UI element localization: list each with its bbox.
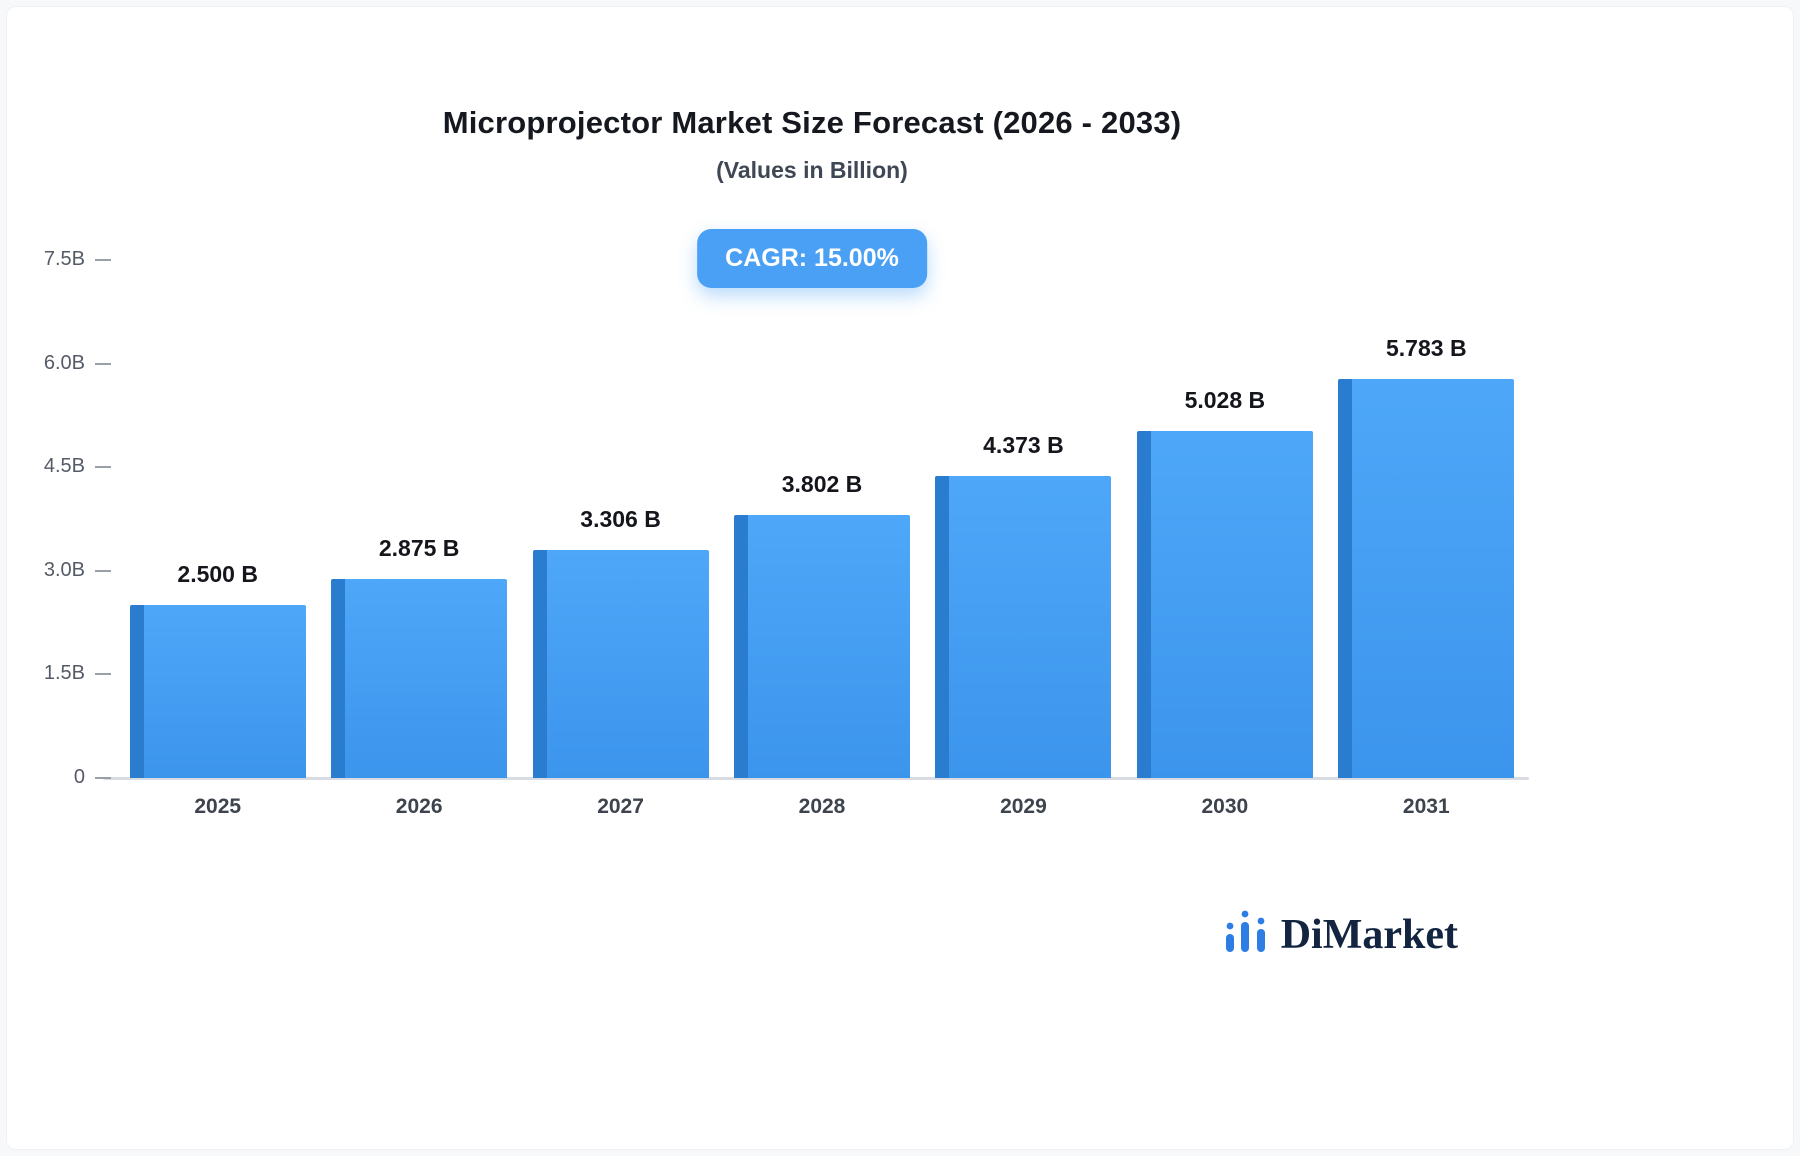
y-tick-mark (95, 777, 111, 779)
bar-value-label: 5.028 B (1184, 386, 1266, 413)
cagr-badge: CAGR: 15.00% (697, 229, 927, 288)
brand-name: DiMarket (1280, 911, 1458, 958)
y-tick-label: 0 (73, 766, 85, 788)
bar-value-label: 2.875 B (378, 535, 460, 562)
x-tick-label: 2031 (1402, 795, 1450, 818)
bar (532, 549, 709, 778)
y-tick-label: 7.5B (43, 248, 85, 270)
bar-value-label: 3.802 B (781, 471, 863, 498)
y-tick-mark (95, 673, 111, 676)
x-tick-label: 2028 (798, 795, 846, 818)
bar-chart-logo-icon (1223, 910, 1269, 959)
y-tick-label: 1.5B (43, 662, 85, 685)
chart-subtitle: (Values in Billion) (716, 157, 908, 183)
x-tick-label: 2030 (1201, 795, 1249, 818)
chart-area: 0 1.5B 3.0B 4.5B 6.0B 7.5B 2.500 B 2025 2.875 B 2… (7, 7, 1793, 1149)
y-tick-label: 4.5B (43, 455, 85, 478)
chart-header: Microprojector Market Size Forecast (202… (7, 7, 1617, 184)
chart-card: Microprojector Market Size Forecast (202… (6, 6, 1794, 1150)
y-tick-mark (95, 569, 111, 572)
bar (331, 579, 508, 778)
bar-value-label: 2.500 B (177, 561, 258, 588)
y-tick-mark (95, 466, 111, 469)
bar (734, 515, 910, 778)
y-tick-label: 6.0B (43, 351, 85, 374)
brand-logo: DiMarket (1223, 910, 1458, 959)
x-tick-label: 2025 (194, 795, 242, 818)
bar (1136, 430, 1313, 778)
y-tick-mark (95, 362, 111, 365)
x-axis-line (103, 777, 1529, 780)
bar (129, 605, 306, 778)
y-tick-mark (95, 259, 111, 261)
chart-title: Microprojector Market Size Forecast (202… (442, 105, 1182, 140)
bar-value-label: 3.306 B (580, 505, 661, 532)
bar-value-label: 4.373 B (983, 431, 1064, 458)
bar (935, 475, 1112, 778)
x-tick-label: 2029 (1000, 795, 1047, 818)
x-tick-label: 2026 (395, 795, 443, 818)
x-tick-label: 2027 (597, 795, 644, 818)
y-tick-label: 3.0B (43, 558, 85, 581)
bar (1338, 378, 1515, 778)
bar-value-label: 5.783 B (1386, 334, 1467, 361)
